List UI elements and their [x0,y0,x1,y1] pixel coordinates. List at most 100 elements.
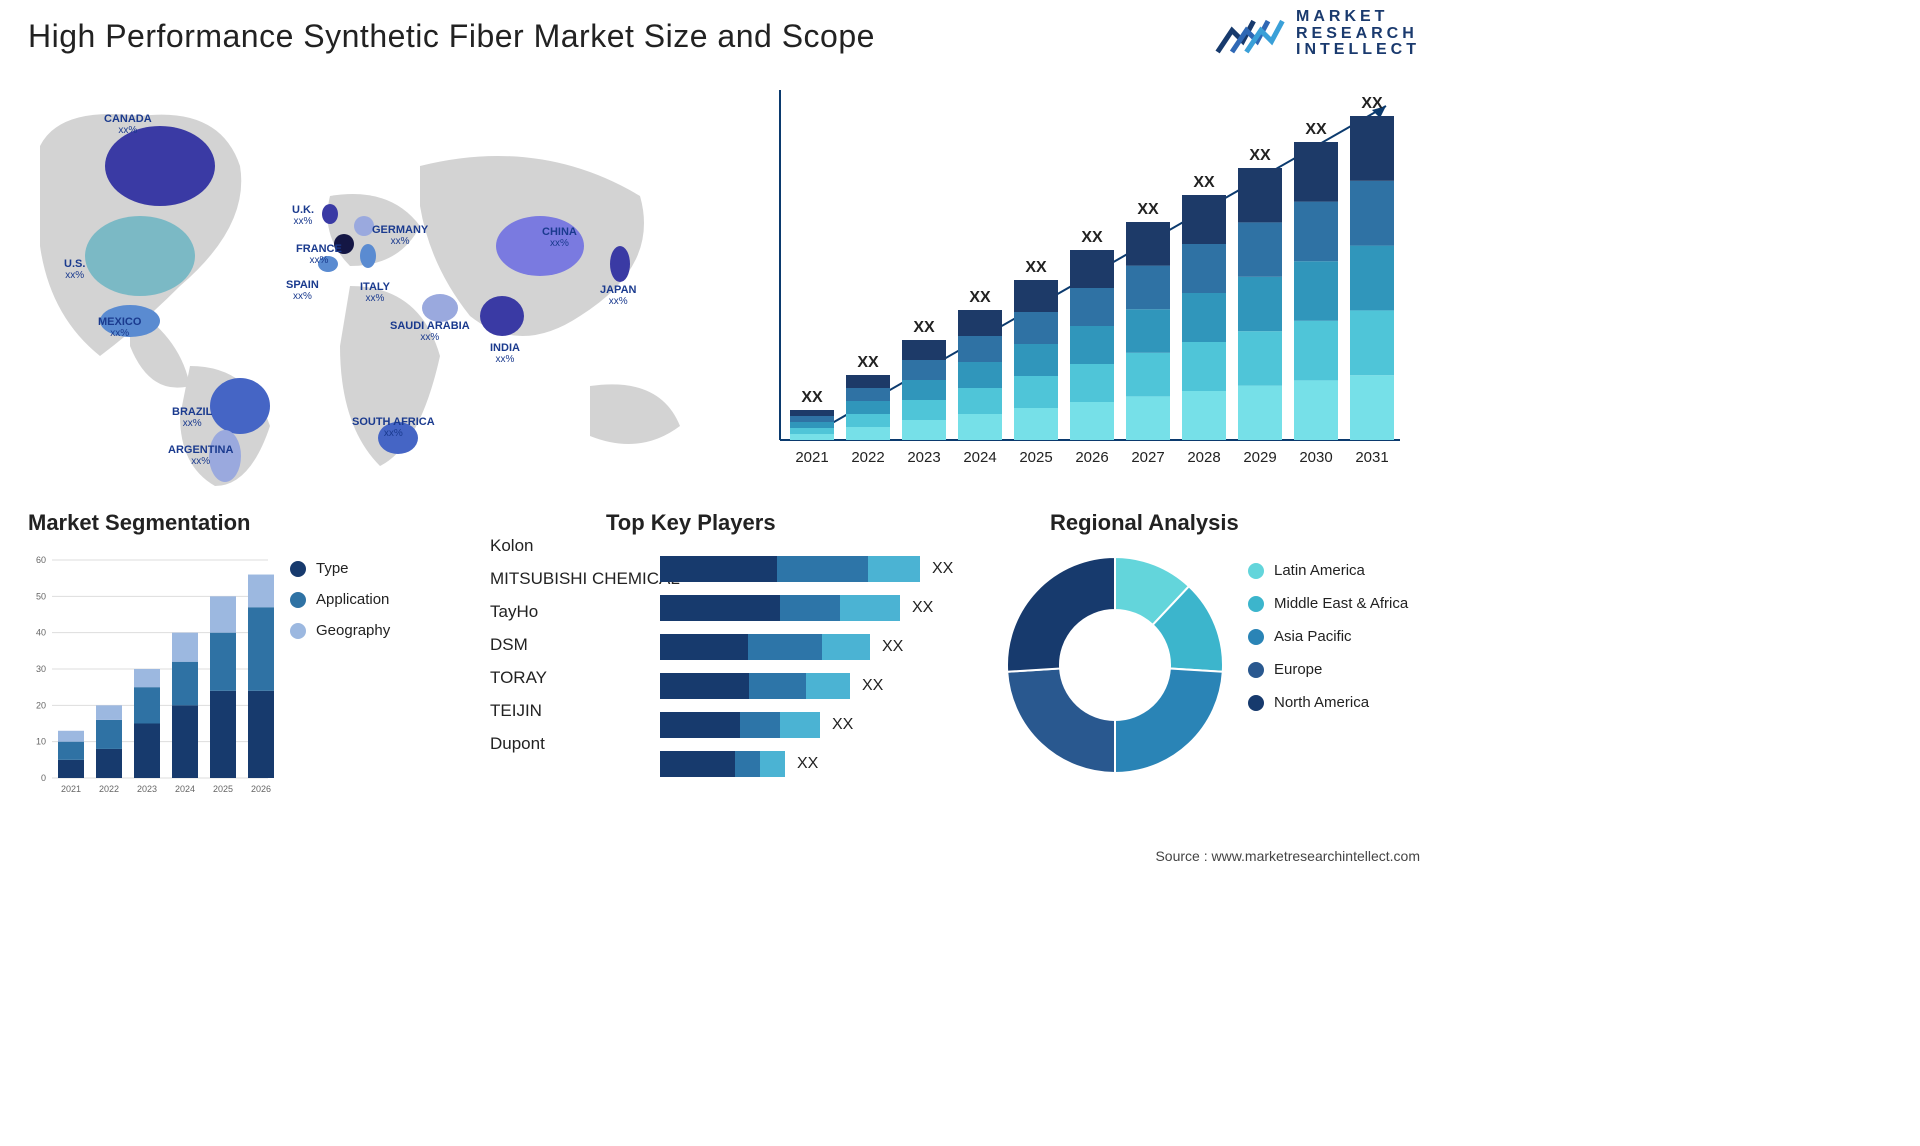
legend-dot-icon [1248,629,1264,645]
key-player-bar-row: XX [660,751,980,777]
country-label: U.K.xx% [292,204,314,227]
legend-item: Type [290,560,390,577]
svg-text:2022: 2022 [851,449,884,466]
key-player-label: DSM [490,635,680,655]
country-label: BRAZILxx% [172,406,212,429]
key-player-label: Dupont [490,734,680,754]
svg-text:XX: XX [1137,201,1159,218]
logo-text-2: RESEARCH [1296,26,1420,43]
svg-text:2028: 2028 [1187,449,1220,466]
key-player-label: TEIJIN [490,701,680,721]
svg-text:XX: XX [1193,174,1215,191]
country-label: CHINAxx% [542,226,577,249]
logo-text-1: MARKET [1296,9,1420,26]
logo-mark-icon [1214,8,1286,60]
legend-dot-icon [1248,695,1264,711]
country-label: U.S.xx% [64,258,85,281]
logo-text-3: INTELLECT [1296,42,1420,59]
svg-text:XX: XX [1081,229,1103,246]
svg-text:2030: 2030 [1299,449,1332,466]
svg-text:2024: 2024 [963,449,996,466]
country-label: CANADAxx% [104,113,152,136]
main-growth-chart: XX 2021 XX 2022 XX 2023 XX 2024 XX 2025 XX 2026 XX 20… [760,80,1420,480]
regional-title: Regional Analysis [1050,510,1450,536]
svg-text:XX: XX [913,319,935,336]
key-player-bar-row: XX [660,595,980,621]
key-player-bar-row: XX [660,712,980,738]
key-players-labels: Kolon MITSUBISHI CHEMICAL TayHo DSM TORAY TEI… [490,536,680,754]
key-player-label: MITSUBISHI CHEMICAL [490,569,680,589]
svg-text:2022: 2022 [99,784,119,794]
legend-item: Latin America [1248,562,1408,579]
country-label: SPAINxx% [286,279,319,302]
regional-section: Regional Analysis [1010,510,1450,536]
legend-item: North America [1248,694,1408,711]
svg-text:XX: XX [801,389,823,406]
svg-text:2026: 2026 [1075,449,1108,466]
segmentation-section: Market Segmentation 0 10 20 30 40 50 60 2021 202… [28,510,468,810]
svg-text:2021: 2021 [795,449,828,466]
legend-dot-icon [1248,662,1264,678]
key-player-label: Kolon [490,536,680,556]
key-player-bar-row: XX [660,673,980,699]
key-player-bar-row: XX [660,634,980,660]
svg-text:XX: XX [1361,95,1383,112]
svg-text:0: 0 [41,773,46,783]
legend-dot-icon [290,561,306,577]
key-players-title: Top Key Players [606,510,970,536]
svg-text:60: 60 [36,555,46,565]
regional-donut [1000,550,1230,780]
legend-dot-icon [1248,563,1264,579]
key-players-section: Top Key Players [490,510,970,536]
svg-text:30: 30 [36,664,46,674]
country-label: JAPANxx% [600,284,636,307]
svg-text:2027: 2027 [1131,449,1164,466]
svg-text:XX: XX [857,354,879,371]
svg-text:2031: 2031 [1355,449,1388,466]
key-players-bars: XX XX XX XX XX XX [660,556,980,790]
legend-item: Asia Pacific [1248,628,1408,645]
brand-logo: MARKET RESEARCH INTELLECT [1214,8,1420,60]
svg-text:2021: 2021 [61,784,81,794]
key-player-bar-row: XX [660,556,980,582]
world-map: CANADAxx% U.S.xx% MEXICOxx% BRAZILxx% ARGENT… [20,86,720,486]
source-line: Source : www.marketresearchintellect.com [1155,848,1420,864]
legend-dot-icon [290,592,306,608]
segmentation-legend: Type Application Geography [290,560,390,639]
legend-dot-icon [290,623,306,639]
regional-legend: Latin America Middle East & Africa Asia Pa… [1248,562,1408,711]
legend-dot-icon [1248,596,1264,612]
svg-text:2024: 2024 [175,784,195,794]
svg-text:2026: 2026 [251,784,271,794]
svg-text:XX: XX [1249,147,1271,164]
country-label: MEXICOxx% [98,316,141,339]
country-label: SAUDI ARABIAxx% [390,320,470,343]
svg-text:2023: 2023 [137,784,157,794]
svg-text:50: 50 [36,591,46,601]
svg-text:2025: 2025 [1019,449,1052,466]
country-label: FRANCExx% [296,243,342,266]
country-label: ITALYxx% [360,281,390,304]
svg-text:XX: XX [1025,259,1047,276]
key-player-label: TayHo [490,602,680,622]
legend-item: Geography [290,622,390,639]
svg-text:2023: 2023 [907,449,940,466]
page-title: High Performance Synthetic Fiber Market … [28,18,875,55]
svg-text:2025: 2025 [213,784,233,794]
legend-item: Middle East & Africa [1248,595,1408,612]
segmentation-chart: 0 10 20 30 40 50 60 2021 2022 2023 2024 2025 2026 [28,550,278,810]
svg-text:40: 40 [36,628,46,638]
segmentation-title: Market Segmentation [28,510,468,536]
svg-text:2029: 2029 [1243,449,1276,466]
country-label: GERMANYxx% [372,224,428,247]
country-label: ARGENTINAxx% [168,444,233,467]
legend-item: Europe [1248,661,1408,678]
key-player-label: TORAY [490,668,680,688]
svg-text:XX: XX [1305,121,1327,138]
country-label: SOUTH AFRICAxx% [352,416,435,439]
svg-text:20: 20 [36,700,46,710]
svg-text:10: 10 [36,737,46,747]
legend-item: Application [290,591,390,608]
svg-text:XX: XX [969,289,991,306]
country-label: INDIAxx% [490,342,520,365]
